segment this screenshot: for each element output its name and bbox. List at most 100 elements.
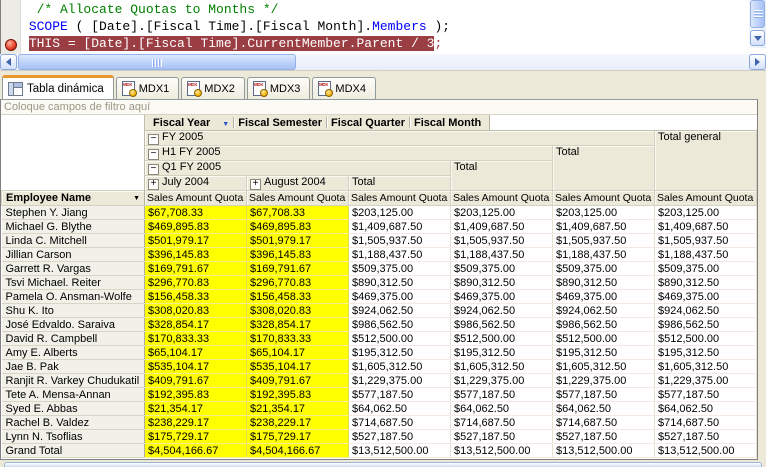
quota-cell[interactable]: $67,708.33 xyxy=(144,205,247,220)
quota-cell[interactable]: $192,395.83 xyxy=(144,387,247,402)
employee-name-cell[interactable]: Ranjit R. Varkey Chudukatil xyxy=(1,373,145,388)
quota-cell[interactable]: $924,062.50 xyxy=(552,303,655,318)
editor-horizontal-scrollbar[interactable] xyxy=(0,54,766,71)
code-line[interactable]: /* Allocate Quotas to Months */ xyxy=(21,1,766,18)
quota-cell[interactable]: $296,770.83 xyxy=(144,275,247,290)
expand-icon[interactable]: + xyxy=(148,179,159,190)
quota-cell[interactable]: $1,505,937.50 xyxy=(348,233,451,248)
quota-cell[interactable]: $1,505,937.50 xyxy=(450,233,553,248)
quota-cell[interactable]: $986,562.50 xyxy=(450,317,553,332)
collapse-icon[interactable]: − xyxy=(148,164,159,175)
code-line[interactable]: SCOPE ( [Date].[Fiscal Time].[Fiscal Mon… xyxy=(21,18,766,35)
quota-cell[interactable]: $409,791.67 xyxy=(246,373,349,388)
quota-cell[interactable]: $203,125.00 xyxy=(654,205,757,220)
quota-cell[interactable]: $924,062.50 xyxy=(654,303,757,318)
quota-cell[interactable]: $1,505,937.50 xyxy=(654,233,757,248)
quota-cell[interactable]: $195,312.50 xyxy=(348,345,451,360)
quota-cell[interactable]: $64,062.50 xyxy=(654,401,757,416)
quota-cell[interactable]: $512,500.00 xyxy=(450,331,553,346)
quota-cell[interactable]: $986,562.50 xyxy=(654,317,757,332)
field-fiscal-quarter[interactable]: Fiscal Quarter xyxy=(331,116,405,129)
quota-cell[interactable]: $986,562.50 xyxy=(348,317,451,332)
quota-cell[interactable]: $509,375.00 xyxy=(348,261,451,276)
quota-cell[interactable]: $195,312.50 xyxy=(654,345,757,360)
quota-cell[interactable]: $1,229,375.00 xyxy=(654,373,757,388)
employee-name-cell[interactable]: Shu K. Ito xyxy=(1,303,145,318)
employee-name-cell[interactable]: José Edvaldo. Saraiva xyxy=(1,317,145,332)
quota-cell[interactable]: $714,687.50 xyxy=(450,415,553,430)
quota-cell[interactable]: $509,375.00 xyxy=(450,261,553,276)
quota-cell[interactable]: $1,229,375.00 xyxy=(348,373,451,388)
quota-cell[interactable]: $64,062.50 xyxy=(450,401,553,416)
quota-cell[interactable]: $1,409,687.50 xyxy=(552,219,655,234)
quota-cell[interactable]: $21,354.17 xyxy=(246,401,349,416)
quota-cell[interactable]: $65,104.17 xyxy=(246,345,349,360)
quota-cell[interactable]: $4,504,166.67 xyxy=(144,443,247,458)
collapse-icon[interactable]: − xyxy=(148,134,159,145)
code-line-breakpoint[interactable]: THIS = [Date].[Fiscal Time].CurrentMembe… xyxy=(21,35,766,52)
quota-cell[interactable]: $577,187.50 xyxy=(450,387,553,402)
breakpoint-gutter[interactable] xyxy=(1,0,21,54)
quota-cell[interactable]: $527,187.50 xyxy=(654,429,757,444)
quota-cell[interactable]: $527,187.50 xyxy=(552,429,655,444)
employee-name-cell[interactable]: Jillian Carson xyxy=(1,247,145,262)
quota-cell[interactable]: $1,409,687.50 xyxy=(348,219,451,234)
quota-cell[interactable]: $1,409,687.50 xyxy=(450,219,553,234)
colheader-total-general[interactable]: Total general xyxy=(653,130,757,191)
employee-name-cell[interactable]: Linda C. Mitchell xyxy=(1,233,145,248)
quota-cell[interactable]: $156,458.33 xyxy=(246,289,349,304)
tab-tabla-dinamica[interactable]: Tabla dinámica xyxy=(2,75,114,99)
colheader-fy2005[interactable]: − FY 2005 xyxy=(144,130,655,146)
tab-mdx4[interactable]: MDX MDX4 xyxy=(312,77,376,99)
quota-cell[interactable]: $238,229.17 xyxy=(144,415,247,430)
quota-cell[interactable]: $4,504,166.67 xyxy=(246,443,349,458)
quota-cell[interactable]: $308,020.83 xyxy=(246,303,349,318)
quota-cell[interactable]: $986,562.50 xyxy=(552,317,655,332)
quota-cell[interactable]: $175,729.17 xyxy=(144,429,247,444)
quota-cell[interactable]: $1,505,937.50 xyxy=(552,233,655,248)
quota-cell[interactable]: $1,409,687.50 xyxy=(654,219,757,234)
quota-cell[interactable]: $469,375.00 xyxy=(654,289,757,304)
employee-name-cell[interactable]: Amy E. Alberts xyxy=(1,345,145,360)
quota-cell[interactable]: $169,791.67 xyxy=(246,261,349,276)
employee-name-cell[interactable]: David R. Campbell xyxy=(1,331,145,346)
quota-cell[interactable]: $238,229.17 xyxy=(246,415,349,430)
quota-cell[interactable]: $890,312.50 xyxy=(654,275,757,290)
employee-name-cell[interactable]: Lynn N. Tsoflias xyxy=(1,429,145,444)
employee-name-cell[interactable]: Grand Total xyxy=(1,443,145,458)
employee-name-cell[interactable]: Garrett R. Vargas xyxy=(1,261,145,276)
quota-cell[interactable]: $512,500.00 xyxy=(654,331,757,346)
row-drop-zone[interactable] xyxy=(1,115,145,191)
quota-cell[interactable]: $535,104.17 xyxy=(246,359,349,374)
quota-cell[interactable]: $1,188,437.50 xyxy=(552,247,655,262)
quota-cell[interactable]: $1,229,375.00 xyxy=(450,373,553,388)
quota-cell[interactable]: $714,687.50 xyxy=(348,415,451,430)
dropdown-icon[interactable]: ▼ xyxy=(222,120,230,128)
quota-cell[interactable]: $328,854.17 xyxy=(144,317,247,332)
filter-dropdown-icon[interactable]: ▼ xyxy=(133,195,140,202)
quota-cell[interactable]: $469,895.83 xyxy=(246,219,349,234)
quota-cell[interactable]: $501,979.17 xyxy=(246,233,349,248)
quota-cell[interactable]: $156,458.33 xyxy=(144,289,247,304)
filter-drop-zone[interactable]: Coloque campos de filtro aquí xyxy=(1,100,757,115)
quota-cell[interactable]: $328,854.17 xyxy=(246,317,349,332)
quota-cell[interactable]: $67,708.33 xyxy=(246,205,349,220)
quota-cell[interactable]: $890,312.50 xyxy=(450,275,553,290)
quota-cell[interactable]: $396,145.83 xyxy=(144,247,247,262)
quota-cell[interactable]: $512,500.00 xyxy=(552,331,655,346)
colheader-august-2004[interactable]: + August 2004 xyxy=(246,175,349,191)
quota-cell[interactable]: $296,770.83 xyxy=(246,275,349,290)
employee-name-cell[interactable]: Jae B. Pak xyxy=(1,359,145,374)
quota-cell[interactable]: $203,125.00 xyxy=(450,205,553,220)
quota-cell[interactable]: $469,375.00 xyxy=(552,289,655,304)
quota-cell[interactable]: $192,395.83 xyxy=(246,387,349,402)
field-fiscal-semester[interactable]: Fiscal Semester xyxy=(238,116,323,129)
quota-cell[interactable]: $409,791.67 xyxy=(144,373,247,388)
quota-cell[interactable]: $924,062.50 xyxy=(348,303,451,318)
colheader-q1fy2005[interactable]: − Q1 FY 2005 xyxy=(144,160,451,176)
quota-cell[interactable]: $195,312.50 xyxy=(450,345,553,360)
field-fiscal-month[interactable]: Fiscal Month xyxy=(414,116,482,129)
quota-cell[interactable]: $890,312.50 xyxy=(348,275,451,290)
employee-name-cell[interactable]: Pamela O. Ansman-Wolfe xyxy=(1,289,145,304)
quota-cell[interactable]: $170,833.33 xyxy=(144,331,247,346)
